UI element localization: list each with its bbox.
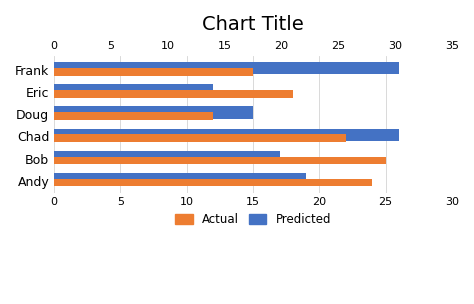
Bar: [54, 112, 213, 120]
Bar: [54, 90, 293, 98]
Bar: [54, 157, 386, 164]
Bar: [54, 106, 253, 119]
Bar: [54, 84, 213, 96]
Bar: [54, 179, 373, 186]
Legend: Actual, Predicted: Actual, Predicted: [170, 208, 336, 230]
Bar: [54, 151, 280, 163]
Bar: [54, 68, 253, 76]
Bar: [54, 62, 399, 74]
Bar: [54, 173, 306, 185]
Bar: [54, 129, 399, 141]
Title: Chart Title: Chart Title: [202, 15, 304, 34]
Bar: [54, 134, 346, 142]
